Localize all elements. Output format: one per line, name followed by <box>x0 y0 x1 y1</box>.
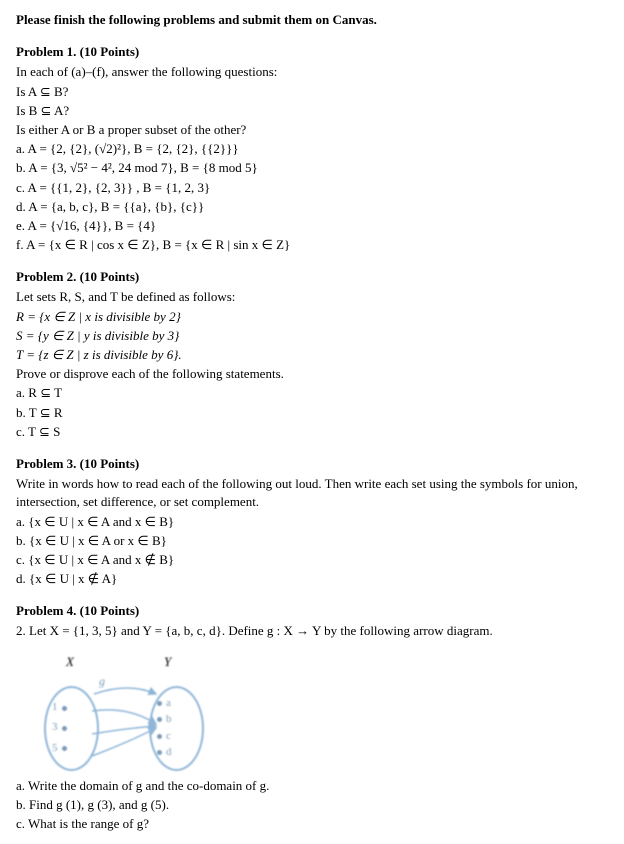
p2-prove: Prove or disprove each of the following … <box>16 365 608 383</box>
p1-q1: Is A ⊆ B? <box>16 83 608 101</box>
p3-a: a. {x ∈ U | x ∈ A and x ∈ B} <box>16 513 608 531</box>
x3: 3 <box>52 720 58 735</box>
p4-intro: 2. Let X = {1, 3, 5} and Y = {a, b, c, d… <box>16 622 608 640</box>
p1-a: a. A = {2, {2}, (√2)²}, B = {2, {2}, {{2… <box>16 140 608 158</box>
p2-heading: Problem 2. (10 Points) <box>16 268 608 286</box>
dot-icon <box>62 706 67 711</box>
yc: c <box>166 729 171 744</box>
p4-a: a. Write the domain of g and the co-doma… <box>16 777 608 795</box>
dot-icon <box>62 726 67 731</box>
p1-f: f. A = {x ∈ R | cos x ∈ Z}, B = {x ∈ R |… <box>16 236 608 254</box>
p2-t: T = {z ∈ Z | z is divisible by 6}. <box>16 346 608 364</box>
p1-intro: In each of (a)–(f), answer the following… <box>16 63 608 81</box>
ya: a <box>166 696 171 711</box>
p1-heading: Problem 1. (10 Points) <box>16 43 608 61</box>
p1-e: e. A = {√16, {4}}, B = {4} <box>16 217 608 235</box>
oval-y: a b c d <box>149 686 204 771</box>
dot-icon <box>157 750 162 755</box>
p1-c: c. A = {{1, 2}, {2, 3}} , B = {1, 2, 3} <box>16 179 608 197</box>
p2-b: b. T ⊆ R <box>16 404 608 422</box>
p2-intro: Let sets R, S, and T be defined as follo… <box>16 288 608 306</box>
p3-c: c. {x ∈ U | x ∈ A and x ∉ B} <box>16 551 608 569</box>
p1-q2: Is B ⊆ A? <box>16 102 608 120</box>
x1: 1 <box>52 700 58 715</box>
diagram-label-x: X <box>66 653 74 671</box>
p3-d: d. {x ∈ U | x ∉ A} <box>16 570 608 588</box>
p1-d: d. A = {a, b, c}, B = {{a}, {b}, {c}} <box>16 198 608 216</box>
p1-b: b. A = {3, √5² − 4², 24 mod 7}, B = {8 m… <box>16 159 608 177</box>
arrow-diagram: X Y g 1 3 5 a b c d <box>44 653 264 771</box>
p3-intro: Write in words how to read each of the f… <box>16 475 608 511</box>
p2-r: R = {x ∈ Z | x is divisible by 2} <box>16 308 608 326</box>
p4-heading: Problem 4. (10 Points) <box>16 602 608 620</box>
dot-icon <box>157 701 162 706</box>
dot-icon <box>157 734 162 739</box>
dot-icon <box>62 746 67 751</box>
p4-c: c. What is the range of g? <box>16 815 608 833</box>
p3-heading: Problem 3. (10 Points) <box>16 455 608 473</box>
page-title: Please finish the following problems and… <box>16 11 608 29</box>
p2-s: S = {y ∈ Z | y is divisible by 3} <box>16 327 608 345</box>
diagram-label-y: Y <box>164 653 171 671</box>
p2-c: c. T ⊆ S <box>16 423 608 441</box>
oval-x: 1 3 5 <box>44 686 99 771</box>
p4-b: b. Find g (1), g (3), and g (5). <box>16 796 608 814</box>
p3-b: b. {x ∈ U | x ∈ A or x ∈ B} <box>16 532 608 550</box>
yd: d <box>166 745 172 760</box>
p2-a: a. R ⊆ T <box>16 384 608 402</box>
p1-q3: Is either A or B a proper subset of the … <box>16 121 608 139</box>
yb: b <box>166 712 172 727</box>
dot-icon <box>157 717 162 722</box>
x5: 5 <box>52 741 58 756</box>
